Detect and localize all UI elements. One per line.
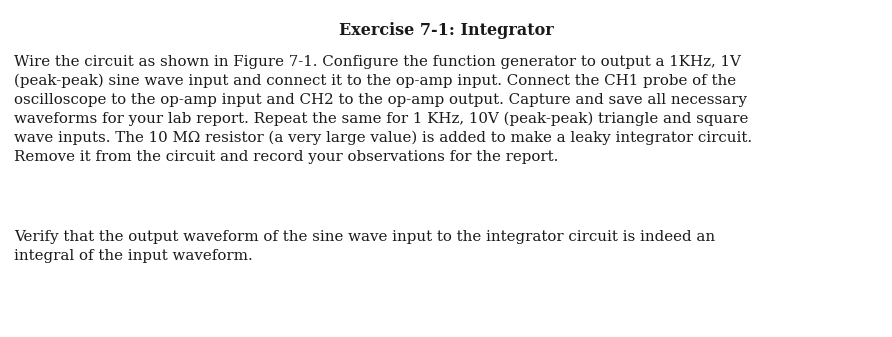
Text: Verify that the output waveform of the sine wave input to the integrator circuit: Verify that the output waveform of the s… xyxy=(14,230,715,263)
Text: Wire the circuit as shown in Figure 7-1. Configure the function generator to out: Wire the circuit as shown in Figure 7-1.… xyxy=(14,55,752,164)
Text: Exercise 7-1: Integrator: Exercise 7-1: Integrator xyxy=(339,22,553,39)
